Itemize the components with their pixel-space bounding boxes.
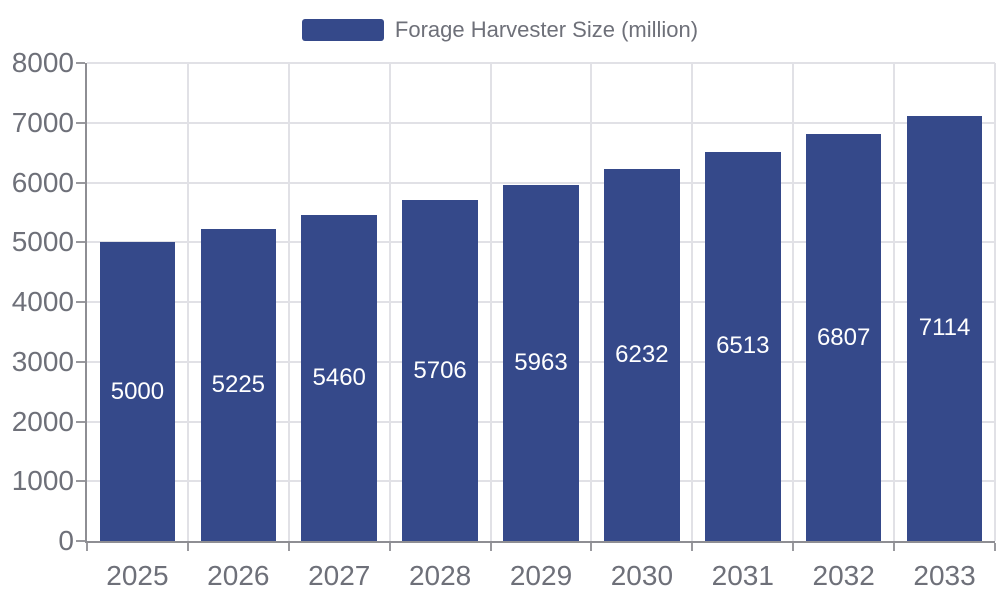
y-tick-label-2000: 2000 (11, 405, 74, 437)
y-axis-tick (76, 360, 85, 363)
bar-value-label: 6232 (615, 340, 669, 368)
x-axis-line (85, 541, 995, 543)
y-axis-tick (76, 480, 85, 483)
y-axis-tick (76, 62, 85, 64)
x-axis-tick (691, 543, 694, 551)
y-tick-label-3000: 3000 (11, 345, 74, 377)
x-axis-tick (893, 543, 896, 551)
bar-value-label: 5000 (110, 377, 165, 405)
bar-value-label: 6807 (816, 323, 871, 351)
y-axis-tick (76, 301, 85, 303)
x-axis-tick (792, 543, 795, 551)
x-tick-label-2031: 2031 (711, 560, 774, 591)
x-tick-label-2029: 2029 (509, 560, 573, 591)
y-axis-line (85, 63, 87, 543)
legend-marker (301, 19, 384, 41)
bar-value-label: 5963 (514, 348, 568, 376)
bar-2032[interactable]: 6807 (805, 134, 882, 541)
x-axis-tick (287, 543, 290, 551)
bar-2029[interactable]: 5963 (503, 184, 579, 541)
x-tick-label-2030: 2030 (610, 560, 674, 591)
bar-2030[interactable]: 6232 (604, 168, 680, 541)
y-tick-label-5000: 5000 (11, 226, 74, 258)
bar-value-label: 5225 (211, 370, 266, 398)
gridline-vertical (893, 63, 896, 541)
bar-2033[interactable]: 7114 (906, 115, 983, 541)
y-tick-label-8000: 8000 (11, 47, 74, 78)
x-axis-tick (489, 543, 492, 551)
bar-2027[interactable]: 5460 (301, 214, 378, 541)
bar-2025[interactable]: 5000 (99, 242, 176, 541)
x-axis-labels: 2025 2026 2027 2028 2029 2030 2031 2032 2033 (87, 560, 995, 594)
gridline-horizontal (87, 62, 995, 64)
gridline-vertical (388, 63, 391, 541)
gridline-vertical (287, 63, 290, 541)
x-tick-label-2026: 2026 (207, 560, 270, 591)
x-tick-label-2025: 2025 (106, 560, 169, 591)
legend[interactable]: Forage Harvester Size (million) (0, 17, 1000, 43)
x-axis-tick (590, 543, 593, 551)
y-axis-tick (76, 241, 85, 244)
y-tick-label-7000: 7000 (11, 106, 74, 138)
x-tick-label-2033: 2033 (913, 560, 976, 591)
y-tick-label-6000: 6000 (11, 166, 74, 198)
x-tick-label-2027: 2027 (308, 560, 371, 591)
gridline-vertical (489, 63, 492, 541)
gridline-horizontal (87, 121, 995, 124)
gridline-horizontal (87, 181, 995, 184)
gridline-vertical (691, 63, 694, 541)
bar-2026[interactable]: 5225 (200, 228, 277, 541)
x-axis-tick (388, 543, 391, 551)
x-axis-tick (86, 543, 88, 551)
bar-value-label: 5706 (413, 356, 467, 384)
y-axis-tick (76, 121, 85, 124)
y-tick-label-1000: 1000 (11, 465, 74, 497)
bar-2028[interactable]: 5706 (402, 200, 478, 541)
bar-value-label: 5460 (312, 363, 366, 391)
y-axis-tick (76, 181, 85, 184)
gridline-vertical (590, 63, 593, 541)
bar-2031[interactable]: 6513 (704, 151, 781, 541)
bar-value-label: 7114 (918, 314, 971, 342)
x-axis-tick (994, 543, 996, 551)
x-tick-label-2032: 2032 (812, 560, 875, 591)
y-tick-label-0: 0 (58, 525, 74, 556)
legend-label: Forage Harvester Size (million) (394, 17, 699, 42)
x-axis-tick (186, 543, 189, 551)
plot-area: 5000 5225 5460 5706 5963 6232 6513 6807 7114 (76, 62, 996, 551)
gridline-vertical (994, 63, 996, 541)
x-tick-label-2028: 2028 (408, 560, 472, 591)
bar-value-label: 6513 (716, 332, 770, 360)
y-axis-tick (76, 420, 85, 423)
y-axis-labels: 0 1000 2000 3000 4000 5000 6000 7000 8000 (0, 47, 74, 556)
gridline-vertical (792, 63, 795, 541)
y-axis-tick (76, 540, 85, 542)
gridline-vertical (186, 63, 189, 541)
y-tick-label-4000: 4000 (11, 286, 74, 317)
